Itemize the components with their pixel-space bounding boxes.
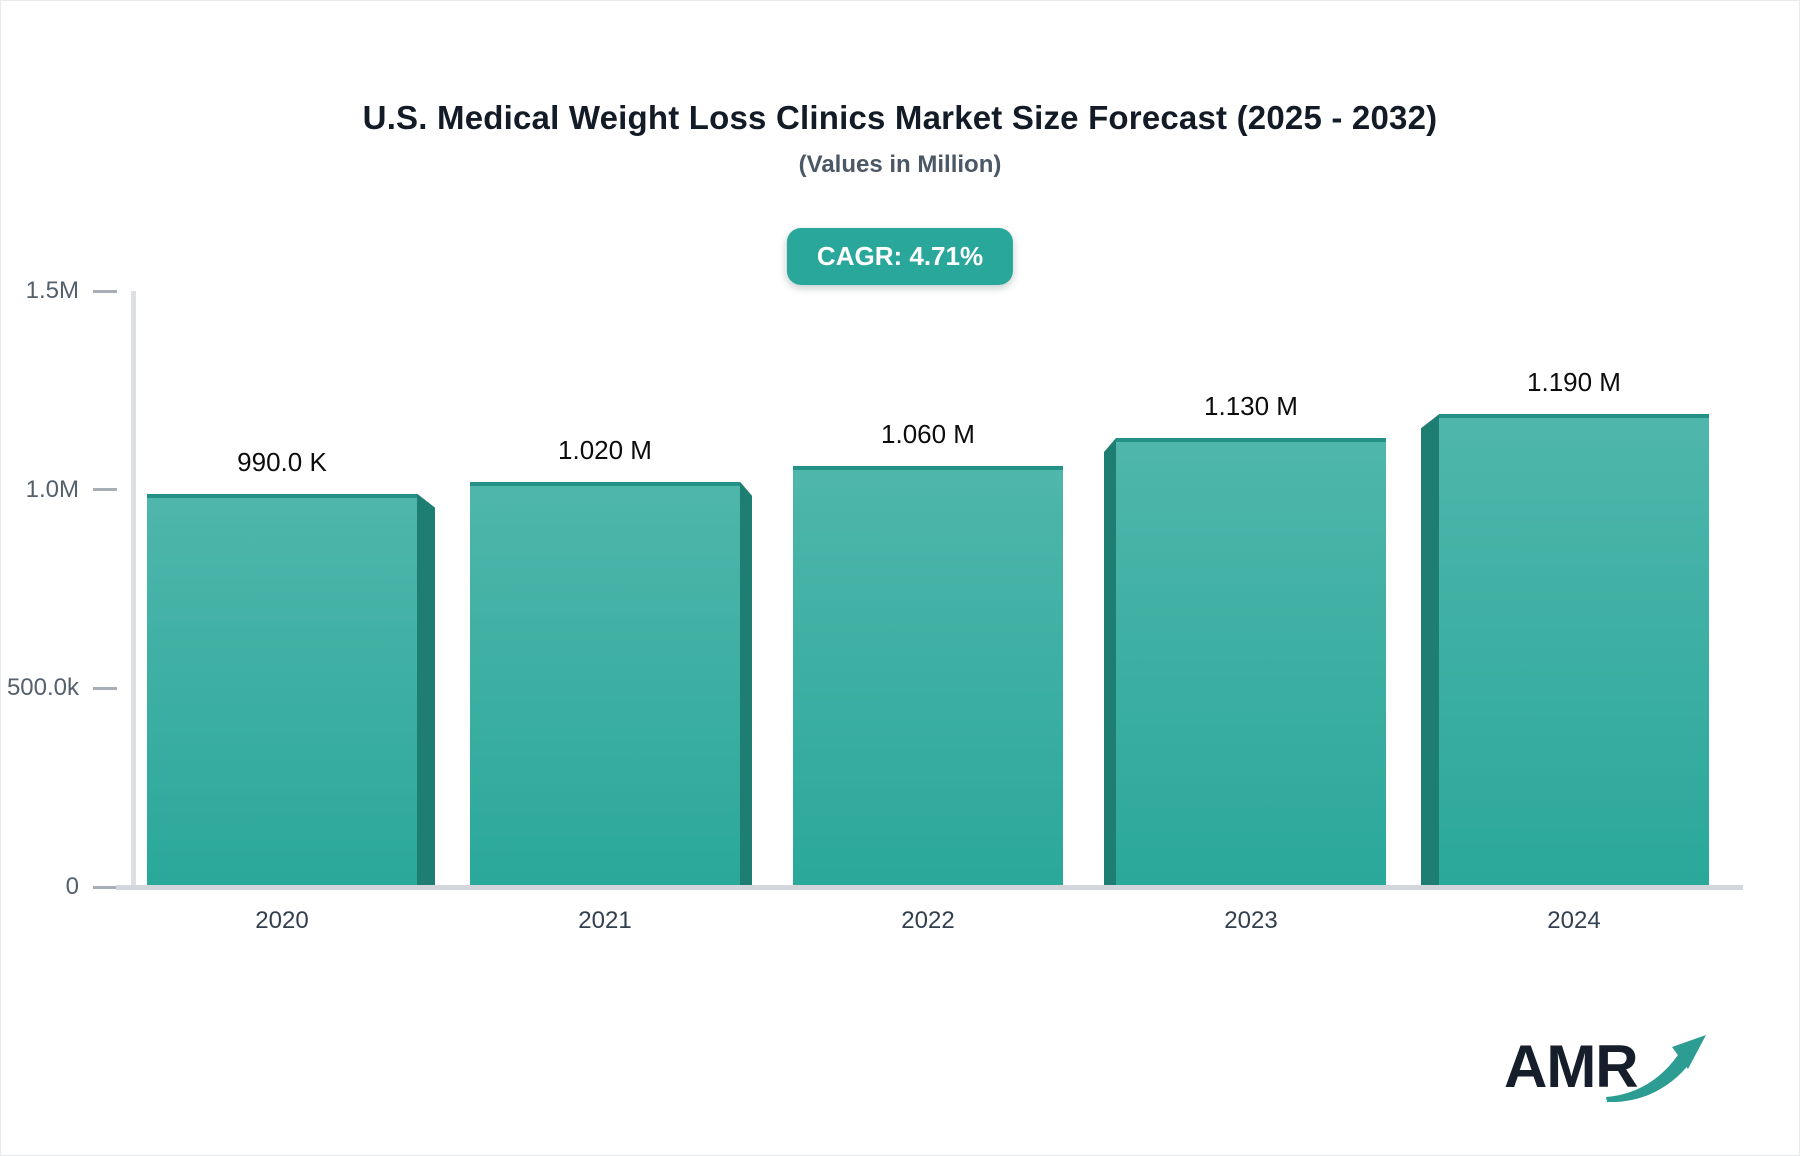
bar-2023: 1.130 M xyxy=(1104,291,1386,887)
bar-face-2021 xyxy=(470,481,740,887)
bar-2024: 1.190 M xyxy=(1421,291,1709,887)
bar-side-2024 xyxy=(1421,414,1439,887)
y-axis-line xyxy=(131,291,136,887)
bar-face-2024 xyxy=(1439,414,1709,887)
x-axis-label-2022: 2022 xyxy=(901,907,955,934)
x-axis-line xyxy=(116,885,1743,890)
amr-logo: AMR xyxy=(1504,1021,1714,1113)
y-tick-1.5M: 1.5M xyxy=(26,277,131,305)
bar-face-2023 xyxy=(1116,438,1386,887)
x-axis-label-2024: 2024 xyxy=(1547,907,1601,934)
x-axis-label-2021: 2021 xyxy=(578,907,632,934)
amr-logo-text: AMR xyxy=(1504,1033,1639,1100)
bar-value-label-2023: 1.130 M xyxy=(1204,391,1298,422)
y-tick-500.0k: 500.0k xyxy=(7,674,131,702)
bar-2020: 990.0 K xyxy=(147,291,435,887)
cagr-badge: CAGR: 4.71% xyxy=(786,228,1014,285)
bar-face-2022 xyxy=(793,465,1063,887)
y-tick-0: 0 xyxy=(66,873,131,901)
plot-area: 0 500.0k 1.0M 1.5M 990.0 K 1.020 M 1.060 M 1.13… xyxy=(7,277,1746,900)
bar-2022: 1.060 M xyxy=(793,291,1063,887)
y-tick-1.0M: 1.0M xyxy=(26,476,131,504)
chart-title: U.S. Medical Weight Loss Clinics Market … xyxy=(362,99,1438,136)
bar-value-label-2022: 1.060 M xyxy=(881,418,975,449)
trend-up-arrow-icon xyxy=(1606,1035,1706,1103)
bar-value-label-2020: 990.0 K xyxy=(237,446,327,477)
bar-side-2023 xyxy=(1104,438,1116,887)
x-axis-label-2023: 2023 xyxy=(1224,907,1278,934)
x-axis-label-2020: 2020 xyxy=(255,907,309,934)
chart-subtitle: (Values in Million) xyxy=(798,151,1002,178)
bar-value-label-2024: 1.190 M xyxy=(1527,367,1621,398)
bar-value-label-2021: 1.020 M xyxy=(558,434,652,465)
bar-side-2020 xyxy=(417,493,435,887)
bar-side-2021 xyxy=(740,481,752,887)
bar-face-2020 xyxy=(147,493,417,887)
bar-2021: 1.020 M xyxy=(470,291,752,887)
